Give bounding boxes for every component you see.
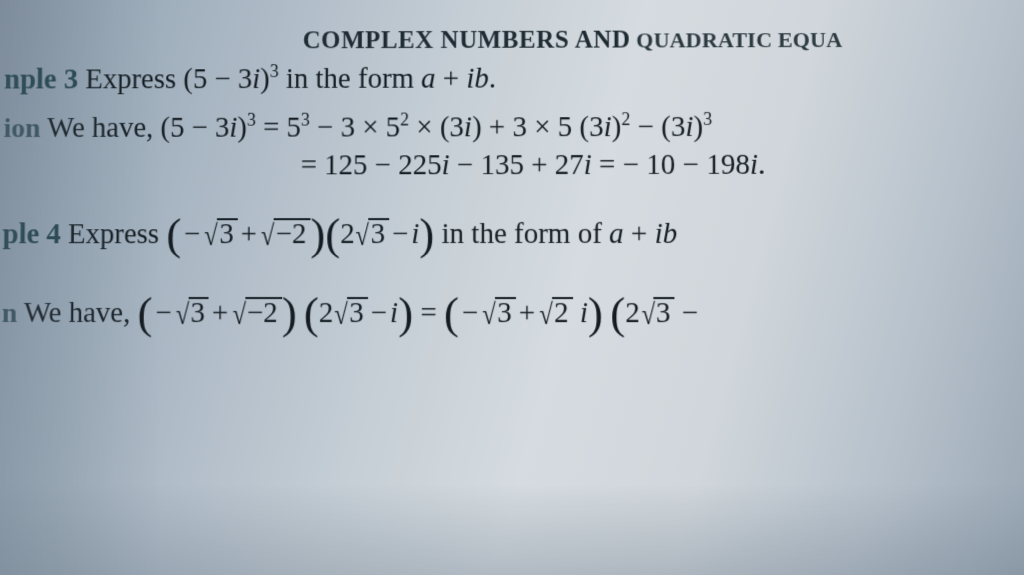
s4-two2: 2 bbox=[625, 297, 640, 329]
s3-lead: We have, (5 − 3 bbox=[47, 111, 229, 143]
s4-two1: 2 bbox=[319, 297, 334, 329]
s3-e3b: 3 bbox=[301, 109, 310, 129]
s4-neg1: − bbox=[152, 297, 174, 329]
s4-minus1: − bbox=[368, 297, 390, 329]
ex3-ib: ib bbox=[466, 62, 488, 94]
s4-sqrt3c: √3 bbox=[481, 297, 515, 330]
ex3-period: . bbox=[489, 62, 496, 94]
s3-i1: i bbox=[229, 111, 237, 143]
ex4-neg1: − bbox=[181, 219, 203, 251]
example-4-label-num: 4 bbox=[46, 219, 61, 251]
header-trail: QUADRATIC EQUA bbox=[631, 27, 843, 52]
s3-t4: − (3 bbox=[630, 110, 685, 142]
ex3-i: i bbox=[252, 63, 260, 95]
sqrt-3b: √3 bbox=[355, 218, 389, 251]
s4-plus1: + bbox=[209, 297, 231, 329]
s4-i1: i bbox=[390, 297, 398, 329]
ex4-pre: Express bbox=[68, 219, 167, 251]
ex4-ib: ib bbox=[655, 218, 678, 250]
s3-t1: − 3 × 5 bbox=[310, 111, 400, 143]
sqrt-neg2: √−2 bbox=[260, 218, 311, 251]
s4-sqrtn2: √−2 bbox=[231, 297, 282, 330]
s3l2-i1: i bbox=[442, 150, 450, 182]
solution-3-line-1: ion We have, (5 − 3i)3 = 53 − 3 × 52 × (… bbox=[3, 108, 1024, 144]
s4-rn2: −2 bbox=[245, 297, 282, 328]
example-3-label-num: 3 bbox=[64, 63, 79, 95]
s4-trail: − bbox=[674, 297, 698, 329]
example-4-prompt: ple 4 Express (−√3+√−2)(2√3−i) in the fo… bbox=[2, 218, 1024, 252]
solution-4-label: n bbox=[2, 298, 18, 329]
sqrt-3: √3 bbox=[203, 219, 237, 252]
ex4-plus1: + bbox=[238, 219, 260, 251]
ex4-a: a bbox=[609, 218, 624, 250]
header-main: COMPLEX NUMBERS AND bbox=[303, 27, 631, 55]
s4-i2: i bbox=[580, 297, 588, 329]
s3-i4: i bbox=[685, 110, 693, 142]
chapter-header: COMPLEX NUMBERS AND QUADRATIC EQUA bbox=[4, 26, 1024, 56]
s4-sqrt3d: √3 bbox=[640, 297, 675, 330]
ex4-minus: − bbox=[389, 218, 411, 250]
ex3-text-1: Express (5 − 3 bbox=[85, 63, 252, 95]
ex4-plus2: + bbox=[624, 218, 655, 250]
s3-e3c: 3 bbox=[703, 109, 712, 129]
s3-eq: = 5 bbox=[256, 111, 301, 143]
s4-eq: = bbox=[420, 297, 444, 329]
s3-i3: i bbox=[604, 110, 612, 142]
example-3-label-prefix: nple bbox=[4, 63, 64, 95]
example-4-label: ple 4 bbox=[2, 219, 61, 252]
ex4-post: in the form of bbox=[442, 218, 610, 250]
s4-plus2: + bbox=[516, 297, 538, 329]
s3l2-i2: i bbox=[584, 149, 592, 181]
solution-3-line-2: = 125 − 225i − 135 + 27i = − 10 − 198i. bbox=[3, 149, 1024, 183]
s3l2-c: = − 10 − 198 bbox=[592, 149, 750, 181]
ex4-two: 2 bbox=[340, 218, 355, 250]
s4-sqrt3b: √3 bbox=[333, 297, 367, 330]
s3-t2: × (3 bbox=[409, 111, 464, 143]
example-3-label: nple 3 bbox=[4, 63, 78, 96]
s4-neg2: − bbox=[459, 297, 481, 329]
s4-r3c: 3 bbox=[495, 297, 516, 328]
ex4-r3a: 3 bbox=[217, 219, 238, 250]
s3l2-end: . bbox=[758, 149, 765, 181]
s3-e3a: 3 bbox=[247, 109, 256, 129]
ex3-plus: + bbox=[436, 62, 467, 94]
s3-i2: i bbox=[464, 111, 472, 143]
example-3-prompt: nple 3 Express (5 − 3i)3 in the form a +… bbox=[4, 60, 1024, 97]
example-4-label-prefix: ple bbox=[2, 219, 46, 251]
s4-r2: 2 bbox=[552, 297, 573, 328]
page: COMPLEX NUMBERS AND QUADRATIC EQUA nple … bbox=[0, 0, 1024, 575]
s3-e2a: 2 bbox=[400, 109, 409, 129]
ex4-r3b: 3 bbox=[369, 218, 390, 249]
s4-r3b: 3 bbox=[347, 297, 368, 328]
ex4-rn2: −2 bbox=[274, 218, 311, 249]
s4-sqrt2: √2 bbox=[538, 297, 573, 330]
ex4-i: i bbox=[411, 218, 419, 250]
s4-lead: We have, bbox=[24, 297, 138, 329]
solution-3-label: ion bbox=[3, 112, 40, 143]
s4-r3a: 3 bbox=[188, 297, 209, 328]
solution-4-line: n We have, (−√3+√−2) (2√3−i) = (−√3+√2 i… bbox=[2, 297, 1024, 330]
s4-sqrt3a: √3 bbox=[175, 297, 209, 330]
s3-t3: ) + 3 × 5 (3 bbox=[472, 111, 604, 143]
s4-r3d: 3 bbox=[654, 297, 675, 328]
s3l2-b: − 135 + 27 bbox=[450, 149, 584, 181]
ex3-a: a bbox=[421, 62, 435, 94]
ex3-text-2: in the form bbox=[279, 63, 422, 95]
s3l2-i3: i bbox=[750, 149, 758, 181]
s3l2-a: = 125 − 225 bbox=[301, 150, 442, 182]
